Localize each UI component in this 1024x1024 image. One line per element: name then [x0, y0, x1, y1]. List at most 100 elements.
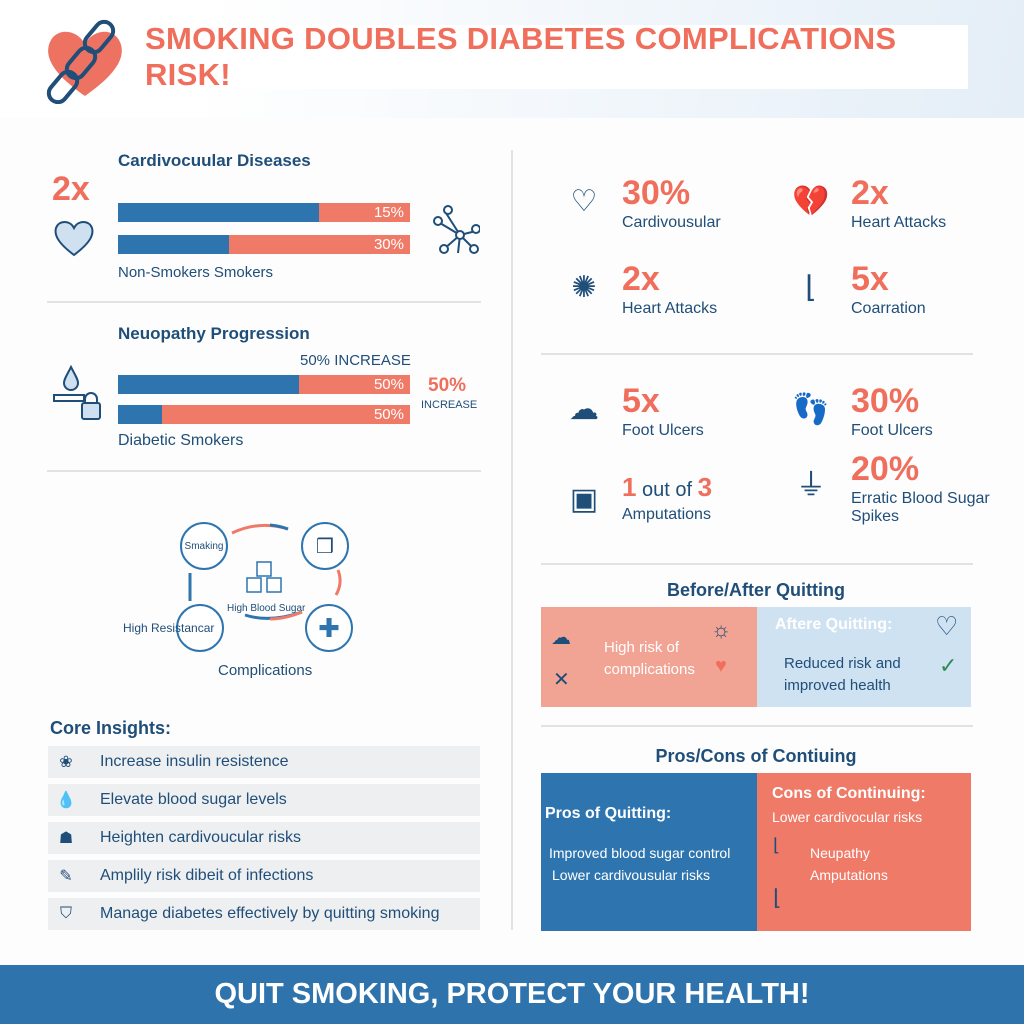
divider — [541, 563, 973, 565]
insight-item: ❀ Increase insulin resistence — [48, 746, 480, 778]
neuro-title: Neuopathy Progression — [118, 324, 310, 343]
before-text: High risk of complications — [604, 639, 695, 678]
brain-icon: ❀ — [59, 754, 73, 771]
neuro-increase-label: 50% INCREASE — [300, 352, 411, 369]
insight-text: Manage diabetes effectively by quitting … — [100, 905, 440, 922]
cycle-node-resistance — [176, 604, 224, 652]
insight-text: Heighten cardivoucular risks — [100, 829, 301, 846]
foot-icon: ⌊ — [805, 271, 817, 304]
pros-item: Improved blood sugar control — [549, 845, 731, 861]
cons-panel: Cons of Continuing: Lower cardivocular r… — [757, 773, 971, 931]
stat-label: Heart Attacks — [622, 300, 718, 317]
sugar-cubes-icon: ❒ — [316, 535, 334, 558]
cycle-bottom-label: Complications — [218, 662, 313, 679]
sun-icon: ☼ — [711, 617, 732, 642]
shield-check-icon: ⛉ — [59, 905, 72, 922]
foot-icon: ⌊ — [773, 885, 782, 910]
page-title: SMOKING DOUBLES DIABETES COMPLICATIONS R… — [145, 21, 968, 92]
stat-value: 20% — [851, 450, 920, 488]
heart-chain-logo-icon — [46, 19, 122, 104]
stat-value-a: 1 — [622, 472, 637, 502]
stat-value: 30% — [851, 382, 920, 420]
stat-value: 2x — [851, 174, 889, 212]
pros-cons-title: Pros/Cons of Contiuing — [655, 746, 857, 766]
cycle-node-complications: ✚ — [305, 604, 353, 652]
pros-title: Pros of Quitting: — [545, 805, 672, 822]
medical-cross-icon: ✚ — [318, 612, 340, 643]
stat-label: Coarration — [851, 300, 926, 317]
bandage-icon: ✎ — [59, 868, 73, 885]
leg-icon: ⌊ — [773, 835, 781, 855]
stat-label: Erratic Blood Sugar Spikes — [851, 490, 990, 525]
stat-value: 30% — [622, 174, 691, 212]
insight-item: ✎ Amplily risk dibeit of infections — [48, 860, 480, 892]
after-text: Reduced risk and improved health — [784, 655, 901, 694]
cloud-rain-icon: ☁ — [551, 627, 571, 649]
insight-text: Elevate blood sugar levels — [100, 791, 287, 808]
stat-value: 5x — [851, 260, 889, 298]
neuro-side-value: 50% — [428, 375, 467, 396]
footprint-icon: 👣 — [792, 393, 830, 426]
stat-value: 5x — [622, 382, 660, 420]
neuro-bar-2: 50% — [118, 405, 410, 424]
bar-value: 50% — [373, 406, 404, 423]
insight-item: 💧 Elevate blood sugar levels — [48, 784, 480, 816]
cardio-bar-1: 15% — [118, 203, 410, 222]
insight-item: ⛉ Manage diabetes effectively by quitting… — [48, 898, 480, 930]
broken-heart-icon: 💔 — [792, 185, 830, 218]
glucose-meter-icon: ▣ — [569, 483, 599, 516]
bar-value: 50% — [373, 376, 404, 393]
x-icon: ✕ — [553, 669, 570, 691]
stat-label: Foot Ulcers — [851, 422, 933, 439]
cycle-center-label: High Blood Sugar — [227, 603, 306, 614]
insight-text: Increase insulin resistence — [100, 753, 289, 770]
cigarette-lock-icon — [53, 365, 101, 420]
heart-outline-icon: ♡ — [935, 611, 959, 641]
insights-title: Core Insights: — [50, 718, 172, 738]
before-after-title: Before/After Quitting — [667, 580, 845, 600]
cardio-legend: Non-Smokers Smokers — [118, 264, 274, 281]
footer-banner: QUIT SMOKING, PROTECT YOUR HEALTH! — [0, 965, 1024, 1024]
sugar-cubes-icon — [246, 561, 282, 593]
stat-label: Heart Attacks — [851, 214, 947, 231]
insight-item: ☗ Heighten cardivoucular risks — [48, 822, 480, 854]
cardio-bar-2: 30% — [118, 235, 410, 254]
stat-label: Foot Ulcers — [622, 422, 704, 439]
heart-icon: ♡ — [570, 185, 598, 218]
stat-label: Amputations — [622, 506, 711, 523]
bar-value: 15% — [373, 204, 404, 221]
after-panel: Aftere Quitting: ♡ Reduced risk and impr… — [757, 607, 971, 707]
stat-value-b: 3 — [697, 472, 713, 502]
heart-icon — [54, 221, 94, 257]
body-icon: ☗ — [58, 830, 74, 847]
cycle-node-smoking: Smaking — [180, 522, 228, 570]
bar-value: 30% — [373, 236, 404, 253]
cons-item: Amputations — [810, 867, 888, 883]
molecule-icon — [433, 205, 480, 254]
insight-text: Amplily risk dibeit of infections — [100, 867, 314, 884]
neuro-side-label: INCREASE — [421, 399, 478, 411]
cloud-rain-icon: ☁ — [569, 393, 599, 426]
cardio-title: Cardivocuular Diseases — [118, 151, 311, 170]
cycle-arrows — [188, 523, 342, 621]
cycle-left-label: High Resistancar — [123, 621, 215, 635]
after-title: Aftere Quitting: — [775, 616, 893, 633]
divider — [47, 301, 481, 303]
pros-panel: Pros of Quitting: Improved blood sugar c… — [541, 773, 757, 931]
stat-label: Cardivousular — [622, 214, 721, 231]
cardio-multiplier: 2x — [52, 170, 90, 208]
cons-item: Lower cardivocular risks — [772, 809, 923, 825]
pros-item: Lower cardivousular risks — [552, 867, 710, 883]
prosthetic-leg-icon: ⏚ — [796, 469, 826, 502]
neuron-icon: ✺ — [571, 271, 597, 304]
stat-value-mid: out of — [636, 479, 698, 501]
stat-value: 1 out of 3 — [622, 474, 762, 502]
check-icon: ✓ — [939, 653, 958, 678]
cons-title: Cons of Continuing: — [772, 785, 926, 802]
divider — [47, 470, 481, 472]
divider — [541, 725, 973, 727]
neuro-bar-1: 50% — [118, 375, 410, 394]
divider — [541, 353, 973, 355]
drop-icon: 💧 — [56, 792, 76, 809]
stat-value: 2x — [622, 260, 660, 298]
